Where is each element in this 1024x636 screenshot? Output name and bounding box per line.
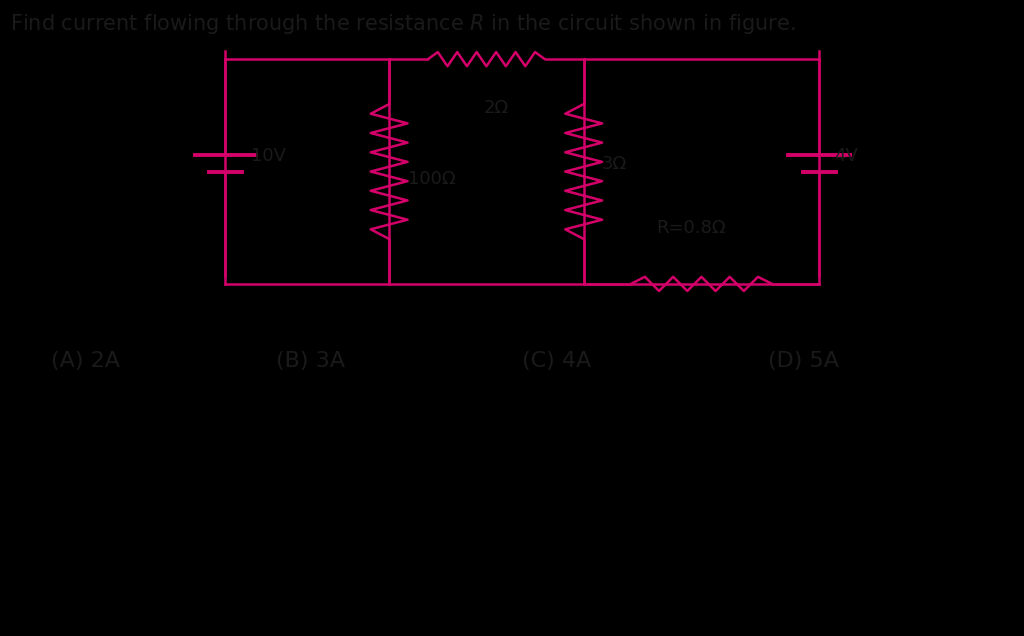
Text: 10V: 10V	[251, 147, 286, 165]
Text: 2Ω: 2Ω	[484, 99, 509, 116]
Text: R=0.8Ω: R=0.8Ω	[656, 219, 726, 237]
Text: Find current flowing through the resistance $R$ in the circuit shown in figure.: Find current flowing through the resista…	[10, 12, 796, 36]
Text: (C) 4A: (C) 4A	[522, 350, 592, 371]
Text: 3Ω: 3Ω	[602, 155, 628, 172]
Text: (D) 5A: (D) 5A	[768, 350, 839, 371]
Text: (A) 2A: (A) 2A	[51, 350, 120, 371]
Text: (B) 3A: (B) 3A	[276, 350, 345, 371]
Text: 4V: 4V	[835, 147, 858, 165]
Text: 100Ω: 100Ω	[408, 170, 455, 188]
